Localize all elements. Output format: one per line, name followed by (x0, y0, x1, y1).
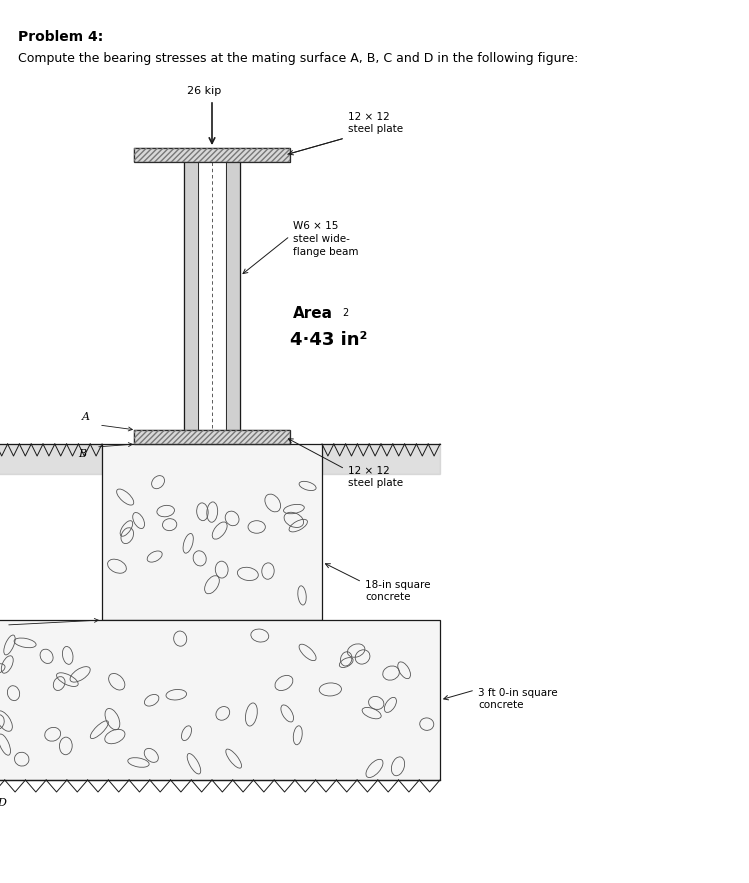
Polygon shape (322, 444, 440, 474)
Text: 26 kip: 26 kip (187, 86, 221, 96)
Text: W6 × 15
steel wide-
flange beam: W6 × 15 steel wide- flange beam (293, 221, 359, 258)
Text: 3 ft 0-in square
concrete: 3 ft 0-in square concrete (478, 688, 557, 710)
Bar (134, 430, 290, 444)
Bar (102, 444, 322, 620)
Text: 18-in square
concrete: 18-in square concrete (365, 580, 431, 601)
Text: 4·43 in²: 4·43 in² (290, 331, 367, 349)
Text: B: B (78, 449, 86, 459)
Text: Compute the bearing stresses at the mating surface A, B, C and D in the followin: Compute the bearing stresses at the mati… (18, 52, 578, 65)
Text: Problem 4:: Problem 4: (18, 30, 103, 44)
Text: A: A (82, 412, 90, 422)
Text: 2: 2 (342, 308, 348, 318)
Text: Area: Area (293, 306, 333, 321)
Text: D: D (0, 798, 7, 808)
Polygon shape (0, 444, 102, 474)
Bar (134, 430, 290, 444)
Text: 12 × 12
steel plate: 12 × 12 steel plate (348, 466, 403, 487)
Bar (134, 148, 290, 162)
Bar (134, 148, 290, 162)
Text: 12 × 12
steel plate: 12 × 12 steel plate (348, 112, 403, 134)
Bar (0, 620, 440, 780)
